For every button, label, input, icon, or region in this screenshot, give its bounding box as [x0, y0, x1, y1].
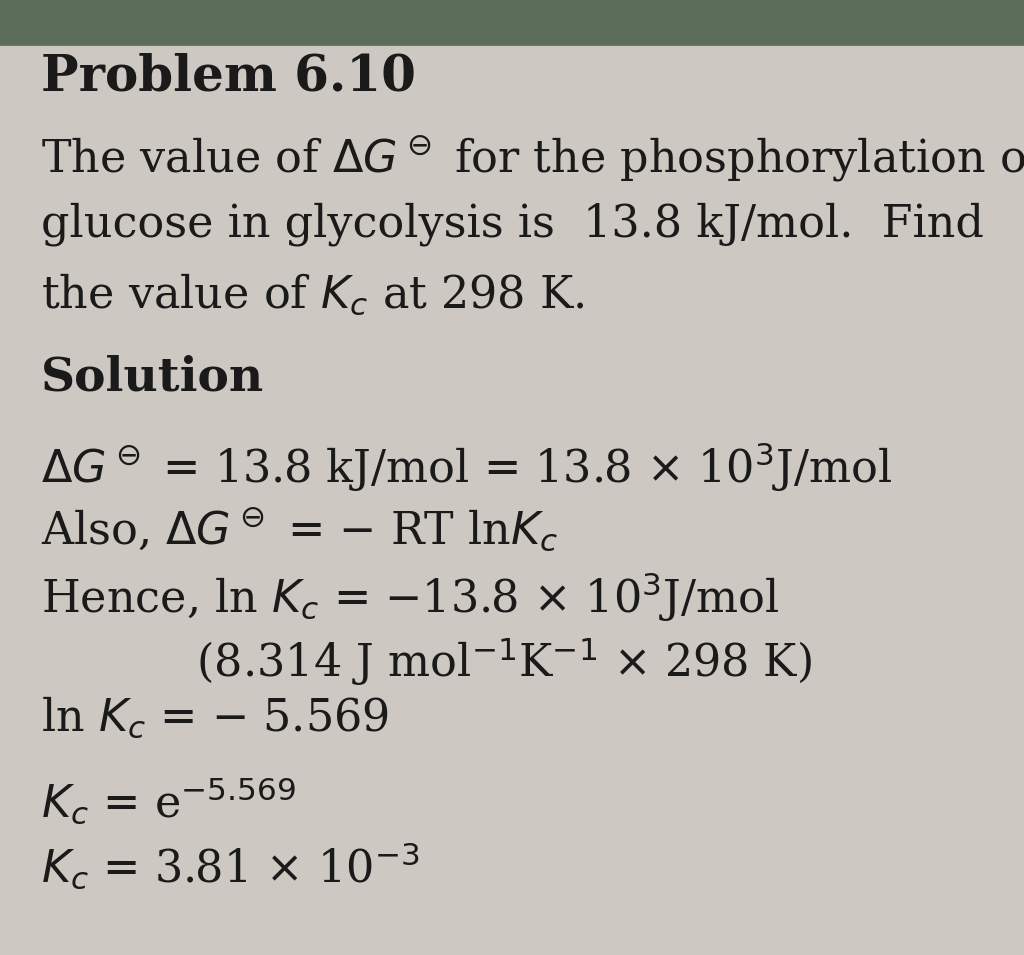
Text: Also, $\Delta G^\ominus$ = $-$ RT ln$K_c$: Also, $\Delta G^\ominus$ = $-$ RT ln$K_c…	[41, 505, 558, 553]
Text: (8.314 J mol$^{-1}$K$^{-1}$ $\times$ 298 K): (8.314 J mol$^{-1}$K$^{-1}$ $\times$ 298…	[41, 635, 812, 688]
Text: $K_c$ = e$^{-5.569}$: $K_c$ = e$^{-5.569}$	[41, 775, 296, 827]
Text: $\Delta G^\ominus$ = 13.8 kJ/mol = 13.8 $\times$ 10$^3$J/mol: $\Delta G^\ominus$ = 13.8 kJ/mol = 13.8 …	[41, 440, 892, 494]
Text: Hence, ln $K_c$ = $-$13.8 $\times$ 10$^3$J/mol: Hence, ln $K_c$ = $-$13.8 $\times$ 10$^3…	[41, 570, 779, 624]
Text: ln $K_c$ = $-$ 5.569: ln $K_c$ = $-$ 5.569	[41, 694, 389, 740]
Text: Problem 6.10: Problem 6.10	[41, 53, 416, 101]
Text: the value of $K_c$ at 298 K.: the value of $K_c$ at 298 K.	[41, 271, 585, 317]
Text: glucose in glycolysis is  13.8 kJ/mol.  Find: glucose in glycolysis is 13.8 kJ/mol. Fi…	[41, 202, 984, 246]
Text: Solution: Solution	[41, 354, 264, 400]
FancyBboxPatch shape	[0, 0, 1024, 46]
Text: $K_c$ = 3.81 $\times$ 10$^{-3}$: $K_c$ = 3.81 $\times$ 10$^{-3}$	[41, 840, 420, 892]
Text: The value of $\Delta G^\ominus$ for the phosphorylation of: The value of $\Delta G^\ominus$ for the …	[41, 134, 1024, 183]
